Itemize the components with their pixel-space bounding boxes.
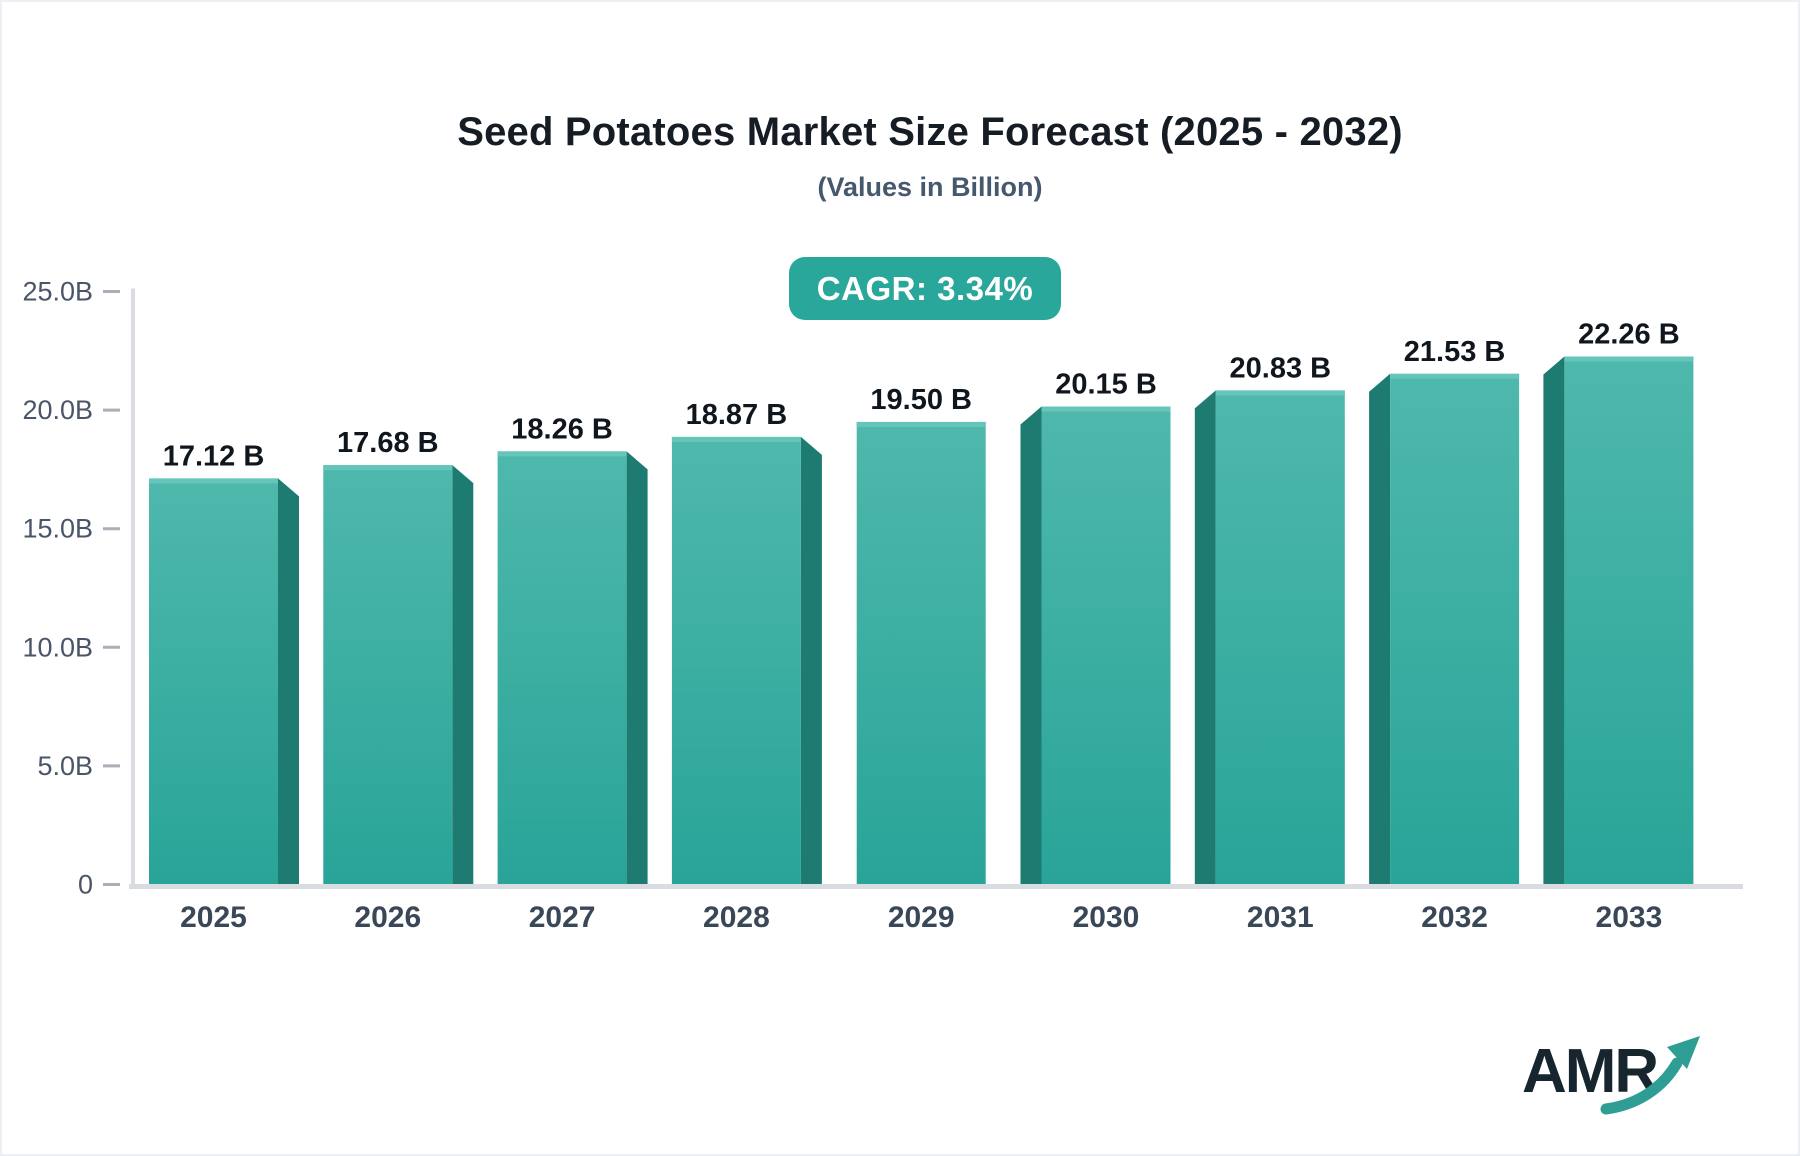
- bar-group-2025[interactable]: 17.12 B: [149, 440, 299, 885]
- bar-side-face: [1194, 390, 1216, 885]
- cagr-badge-label: CAGR: 3.34%: [816, 269, 1034, 307]
- x-axis-label: 2031: [1247, 901, 1314, 934]
- bar-top-highlight: [1390, 373, 1520, 379]
- y-axis-label: 15.0B: [22, 514, 93, 544]
- bar-front-face: [856, 421, 986, 885]
- x-axis-label: 2030: [1073, 901, 1140, 934]
- chart-title: Seed Potatoes Market Size Forecast (2025…: [457, 110, 1403, 154]
- bar-top-highlight: [1041, 406, 1171, 412]
- chart-subtitle: (Values in Billion): [817, 172, 1043, 202]
- bar-value-label: 22.26 B: [1578, 318, 1680, 350]
- cagr-badge: CAGR: 3.34%: [789, 257, 1061, 320]
- bar-front-face: [323, 465, 453, 885]
- bar-value-label: 21.53 B: [1404, 336, 1506, 368]
- y-axis-label: 25.0B: [22, 277, 93, 307]
- bar-top-highlight: [1564, 356, 1694, 362]
- bar-group-2029[interactable]: 19.50 B: [856, 384, 986, 885]
- bar-value-label: 17.12 B: [163, 440, 265, 472]
- bar-front-face: [1215, 390, 1345, 885]
- bar-group-2027[interactable]: 18.26 B: [497, 413, 648, 885]
- bar-top-highlight: [323, 465, 453, 471]
- bar-front-face: [149, 478, 278, 885]
- bar-front-face: [497, 451, 627, 885]
- y-axis-label: 0: [78, 870, 93, 900]
- x-axis-label: 2026: [354, 901, 421, 934]
- bar-front-face: [1390, 373, 1520, 885]
- bar-top-highlight: [856, 421, 986, 427]
- bar-group-2031[interactable]: 20.83 B: [1194, 352, 1345, 885]
- y-axis-label: 10.0B: [22, 632, 93, 662]
- bar-value-label: 19.50 B: [870, 384, 972, 416]
- bar-front-face: [671, 436, 801, 885]
- bar-value-label: 18.26 B: [511, 413, 613, 445]
- bar-top-highlight: [671, 436, 801, 442]
- x-axis-label: 2033: [1596, 901, 1663, 934]
- y-axis-line: [131, 288, 135, 886]
- bar-side-face: [1543, 356, 1565, 885]
- bar-side-face: [452, 465, 474, 885]
- bar-value-label: 20.15 B: [1055, 369, 1157, 401]
- bar-group-2026[interactable]: 17.68 B: [323, 427, 474, 885]
- bar-value-label: 18.87 B: [686, 399, 788, 431]
- bar-top-highlight: [1215, 390, 1345, 396]
- x-axis-label: 2029: [888, 901, 955, 934]
- x-axis-label: 2032: [1421, 901, 1488, 934]
- x-axis-label: 2027: [529, 901, 596, 934]
- bar-top-highlight: [497, 451, 627, 457]
- bar-front-face: [1564, 356, 1694, 885]
- bar-value-label: 20.83 B: [1230, 352, 1332, 384]
- bar-side-face: [800, 436, 822, 885]
- bar-front-face: [1041, 406, 1171, 885]
- bar-side-face: [278, 478, 299, 885]
- y-axis-label: 5.0B: [37, 751, 93, 781]
- x-axis-line: [129, 884, 1743, 889]
- bar-top-highlight: [149, 478, 278, 484]
- bar-side-face: [1020, 406, 1042, 885]
- bar-side-face: [1369, 373, 1391, 885]
- bar-side-face: [626, 451, 648, 885]
- bar-group-2032[interactable]: 21.53 B: [1369, 336, 1520, 885]
- amr-logo: AMR: [1522, 1036, 1700, 1115]
- bar-group-2033[interactable]: 22.26 B: [1543, 318, 1694, 885]
- logo-arrow-icon: [1600, 1036, 1700, 1115]
- x-axis-label: 2028: [703, 901, 770, 934]
- x-axis-label: 2025: [180, 901, 247, 934]
- y-axis-label: 20.0B: [22, 395, 93, 425]
- bar-value-label: 17.68 B: [337, 427, 439, 459]
- bar-group-2028[interactable]: 18.87 B: [671, 399, 822, 885]
- bar-group-2030[interactable]: 20.15 B: [1020, 369, 1171, 885]
